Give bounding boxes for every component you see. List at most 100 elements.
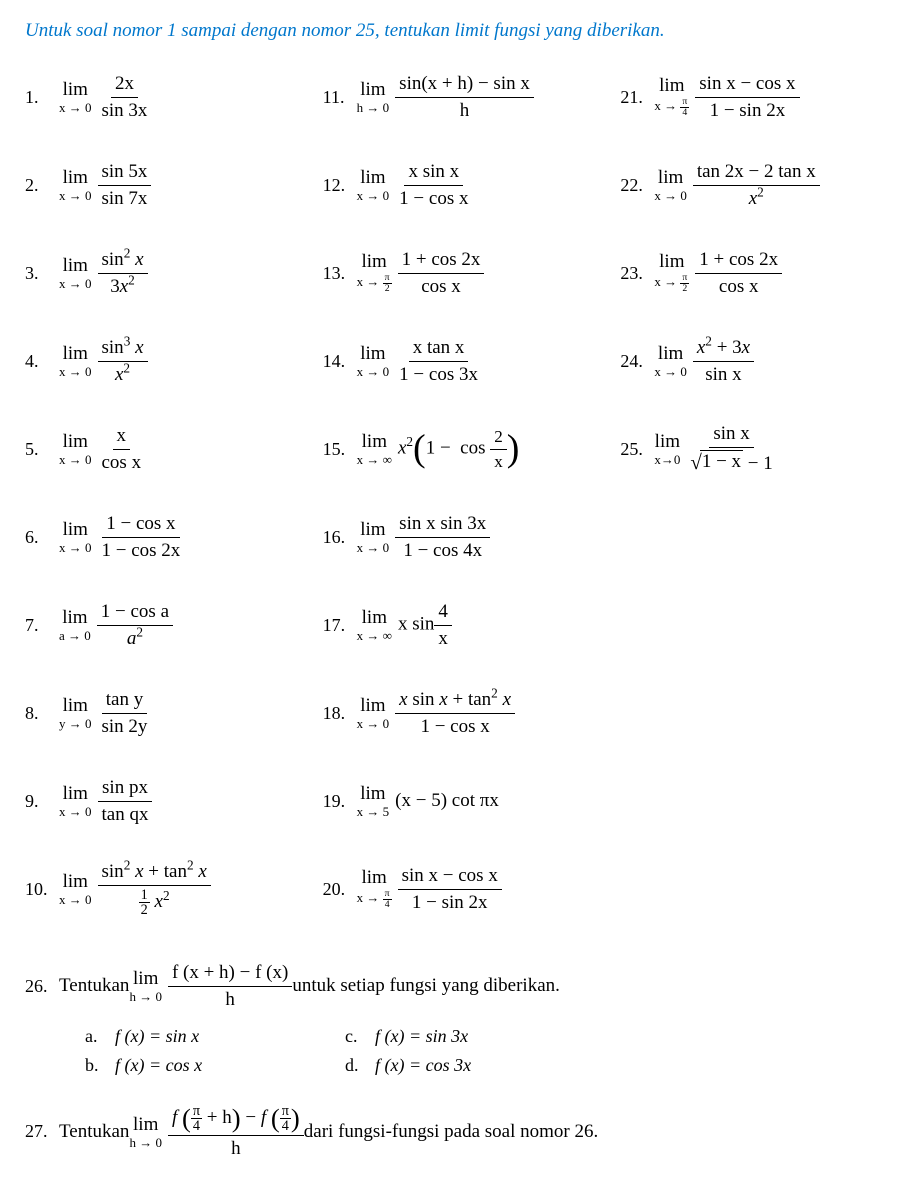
bottom-section: 26. Tentukan limh → 0 f (x + h) − f (x)h… [25, 962, 898, 1160]
problem-27: 27. Tentukan limh → 0 f (π4 + h) − f (π4… [25, 1104, 898, 1160]
problem-number: 5. [25, 439, 59, 460]
numerator: x tan x [409, 337, 469, 362]
numerator: 2x [111, 73, 138, 98]
problems-grid: 1. limx → 0 2xsin 3x 2. limx → 0 sin 5xs… [25, 67, 898, 947]
problem-12: 12. limx → 0 x sin x1 − cos x [323, 155, 601, 215]
problem-2: 2. limx → 0 sin 5xsin 7x [25, 155, 303, 215]
expression: x sin4x [398, 601, 452, 650]
numerator: f (x + h) − f (x) [168, 962, 292, 987]
denominator: 1 − cos x [395, 186, 472, 210]
numerator: 1 + cos 2x [695, 249, 782, 274]
problem-19: 19. limx → 5 (x − 5) cot πx [323, 771, 601, 831]
lim-label: lim [133, 969, 158, 988]
problem-9: 9. limx → 0 sin pxtan qx [25, 771, 303, 831]
denominator: sin 2y [98, 714, 152, 738]
problem-number: 18. [323, 703, 357, 724]
column-3: 21. limx → π4 sin x − cos x1 − sin 2x 22… [620, 67, 898, 947]
lim-label: lim [658, 168, 683, 187]
denominator: h [221, 987, 239, 1011]
problem-10: 10. limx → 0 sin2 x + tan2 x12 x2 [25, 859, 303, 919]
problem-number: 25. [620, 439, 654, 460]
problem-number: 17. [323, 615, 357, 636]
numerator: tan 2x − 2 tan x [693, 161, 820, 186]
lim-label: lim [362, 608, 387, 627]
lim-label: lim [360, 168, 385, 187]
denominator: tan qx [98, 802, 153, 826]
numerator: sin x − cos x [398, 865, 502, 890]
numerator: sin2 x + tan2 x [98, 861, 211, 886]
problem-11: 11. limh → 0 sin(x + h) − sin xh [323, 67, 601, 127]
denominator: h [456, 98, 474, 122]
numerator: f (π4 + h) − f (π4) [168, 1104, 304, 1137]
problem-number: 6. [25, 527, 59, 548]
lim-label: lim [362, 432, 387, 451]
problem-number: 2. [25, 175, 59, 196]
problem-number: 11. [323, 87, 357, 108]
problem-number: 8. [25, 703, 59, 724]
lim-sub: x → 0 [59, 805, 92, 818]
denominator: 1 − cos 4x [399, 538, 486, 562]
lim-label: lim [360, 520, 385, 539]
denominator: x2 [745, 186, 768, 210]
numerator: x [113, 425, 131, 450]
problem-18: 18. limx → 0 x sin x + tan2 x1 − cos x [323, 683, 601, 743]
lim-label: lim [63, 872, 88, 891]
problem-14: 14. limx → 0 x tan x1 − cos 3x [323, 331, 601, 391]
lim-sub: x → 0 [357, 541, 390, 554]
column-1: 1. limx → 0 2xsin 3x 2. limx → 0 sin 5xs… [25, 67, 303, 947]
problem-number: 19. [323, 791, 357, 812]
sub-item-b: b.f (x) = cos x [85, 1055, 345, 1076]
problem-number: 24. [620, 351, 654, 372]
text-pre: Tentukan [59, 975, 129, 997]
problem-6: 6. limx → 0 1 − cos x1 − cos 2x [25, 507, 303, 567]
denominator: cos x [417, 274, 465, 298]
problem-number: 13. [323, 263, 357, 284]
denominator: sin 3x [98, 98, 152, 122]
lim-sub: x → 0 [59, 189, 92, 202]
lim-label: lim [63, 520, 88, 539]
numerator: x sin x + tan2 x [395, 689, 515, 714]
problem-22: 22. limx → 0 tan 2x − 2 tan xx2 [620, 155, 898, 215]
problem-25: 25. limx→0 sin x√1 − x − 1 [620, 419, 898, 479]
lim-sub: x → π2 [357, 273, 392, 294]
problem-15: 15. limx → ∞ x2(1 − cos 2x) [323, 419, 601, 479]
numerator: sin x [709, 423, 753, 448]
lim-sub: x → 0 [59, 101, 92, 114]
denominator: 1 − cos 3x [395, 362, 482, 386]
problem-13: 13. limx → π2 1 + cos 2xcos x [323, 243, 601, 303]
lim-label: lim [655, 432, 680, 451]
lim-label: lim [133, 1115, 158, 1134]
problem-26-sublist: a.f (x) = sin x b.f (x) = cos x c.f (x) … [85, 1026, 898, 1084]
problem-number: 26. [25, 976, 59, 997]
sub-item-a: a.f (x) = sin x [85, 1026, 345, 1047]
lim-sub: x → ∞ [357, 629, 392, 642]
lim-label: lim [360, 784, 385, 803]
problem-4: 4. limx → 0 sin3 xx2 [25, 331, 303, 391]
numerator: 1 − cos a [97, 601, 173, 626]
problem-3: 3. limx → 0 sin2 x3x2 [25, 243, 303, 303]
column-2: 11. limh → 0 sin(x + h) − sin xh 12. lim… [323, 67, 601, 947]
denominator: h [227, 1136, 245, 1160]
lim-sub: x → π2 [654, 273, 689, 294]
denominator: 1 − cos 2x [98, 538, 185, 562]
lim-label: lim [658, 344, 683, 363]
problem-1: 1. limx → 0 2xsin 3x [25, 67, 303, 127]
problem-20: 20. limx → π4 sin x − cos x1 − sin 2x [323, 859, 601, 919]
numerator: sin 5x [98, 161, 152, 186]
problem-number: 9. [25, 791, 59, 812]
lim-sub: x → 0 [59, 365, 92, 378]
text-post: untuk setiap fungsi yang diberikan. [292, 975, 560, 997]
denominator: 12 x2 [135, 886, 174, 918]
lim-sub: a → 0 [59, 629, 91, 642]
lim-label: lim [659, 76, 684, 95]
problem-number: 16. [323, 527, 357, 548]
problem-number: 23. [620, 263, 654, 284]
sub-item-d: d.f (x) = cos 3x [345, 1055, 605, 1076]
lim-label: lim [63, 256, 88, 275]
lim-label: lim [360, 344, 385, 363]
lim-sub: x → 5 [357, 805, 390, 818]
lim-label: lim [360, 696, 385, 715]
denominator: 1 − sin 2x [408, 890, 492, 914]
lim-sub: y → 0 [59, 717, 92, 730]
problem-number: 7. [25, 615, 59, 636]
